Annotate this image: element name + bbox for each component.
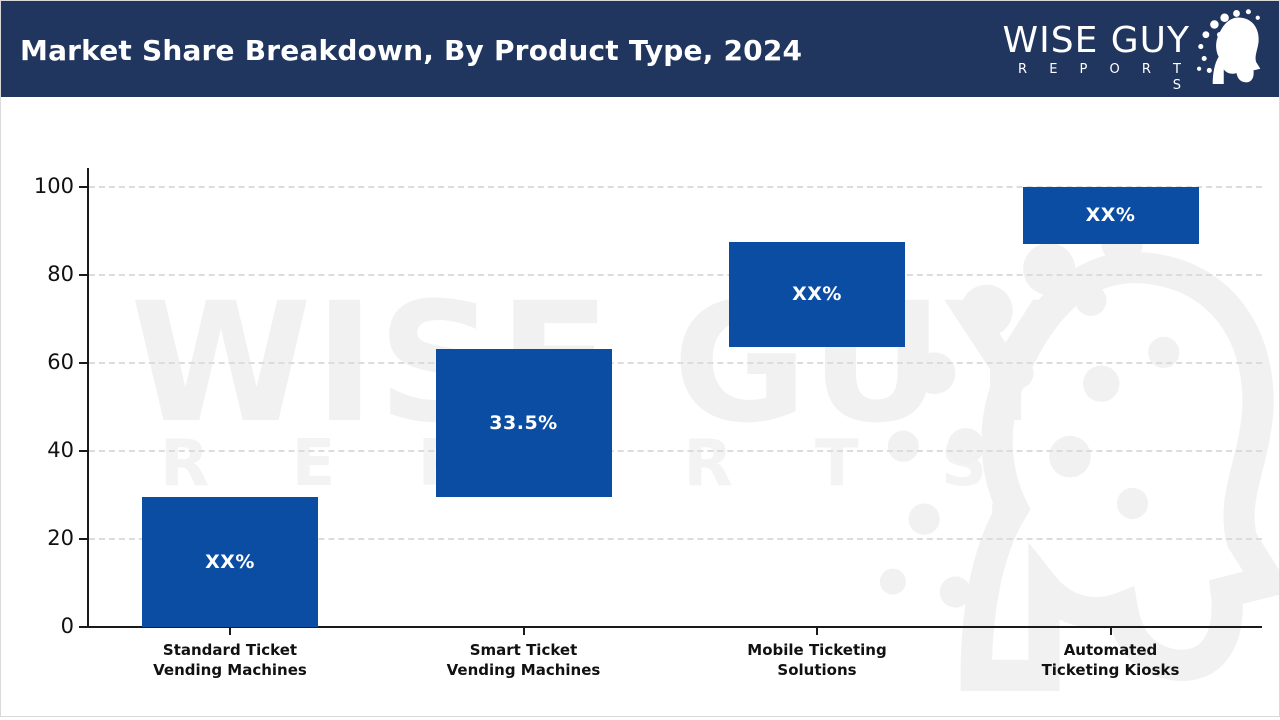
y-tick-mark-80 [79,273,87,276]
category-label-4: Automated Ticketing Kiosks [1041,641,1180,679]
y-tick-mark-40 [79,449,87,452]
y-tick-mark-0 [79,626,87,628]
y-tick-label-80: 80 [47,261,74,286]
bar-1: XX% [142,497,318,627]
gridline-80 [89,273,1262,276]
header-bar: Market Share Breakdown, By Product Type,… [0,0,1280,97]
y-tick-mark-100 [79,185,87,188]
x-tick-mark-4 [1109,628,1112,635]
bar-2: 33.5% [435,349,612,498]
page-title: Market Share Breakdown, By Product Type,… [20,34,803,67]
gridline-40 [89,449,1262,452]
bar-value-label: XX% [1085,204,1136,227]
x-tick-mark-3 [816,628,818,635]
brand-logo: WISE GUY R E P O R T S [1000,6,1262,94]
category-label-3: Mobile Ticketing Solutions [747,641,887,679]
bar-value-label: XX% [205,551,255,574]
y-axis [87,168,89,628]
bar-value-label: XX% [792,283,842,306]
x-axis [87,626,1262,628]
category-label-1: Standard Ticket Vending Machines [153,641,307,679]
bar-value-label: 33.5% [489,412,558,435]
brand-logo-text: WISE GUY R E P O R T S [1000,22,1190,94]
brand-name: WISE GUY [1002,20,1190,61]
y-tick-mark-20 [79,537,87,540]
gridline-20 [89,537,1262,540]
y-tick-label-20: 20 [47,525,74,550]
head-silhouette-icon [1196,9,1261,84]
bar-3: XX% [729,241,905,348]
x-tick-mark-1 [229,628,231,635]
y-tick-label-0: 0 [60,614,74,638]
gridline-60 [89,361,1262,364]
brand-subname: R E P O R T S [1018,62,1190,93]
y-tick-mark-60 [79,361,87,364]
y-tick-label-40: 40 [47,437,74,462]
bar-4: XX% [1022,186,1199,244]
category-label-2: Smart Ticket Vending Machines [446,641,601,679]
y-tick-label-60: 60 [47,349,74,374]
y-tick-label-100: 100 [33,173,74,198]
gridline-100 [89,185,1262,188]
x-tick-mark-2 [522,628,525,635]
